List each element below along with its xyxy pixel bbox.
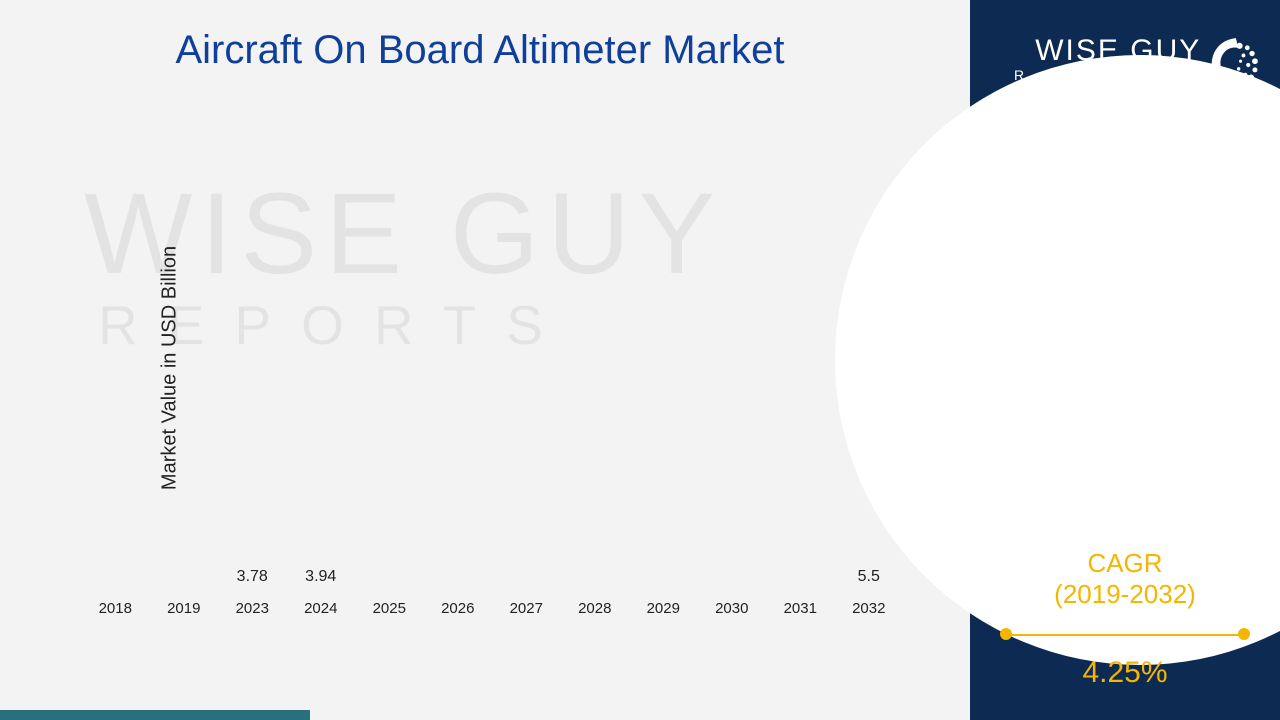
cagr-value: 4.25% (970, 656, 1280, 690)
x-tick-label: 2023 (227, 600, 278, 617)
cagr-divider (1006, 622, 1244, 646)
x-tick-label: 2018 (90, 600, 141, 617)
bar-value-label: 5.5 (858, 568, 880, 586)
cagr-dot-left (1000, 628, 1012, 640)
brand-logo: WISE GUY R E P O R T S (990, 34, 1260, 98)
x-tick-label: 2024 (296, 600, 347, 617)
bar-value-label: 3.94 (305, 568, 336, 586)
bottom-accent-bar (0, 710, 310, 720)
x-tick-label: 2025 (364, 600, 415, 617)
cagr-block: CAGR (2019-2032) 4.25% (970, 548, 1280, 690)
plot-area: 3.78 3.94 5.5 (90, 146, 894, 590)
cagr-label-2: (2019-2032) (970, 579, 1280, 610)
x-tick-label: 2029 (638, 600, 689, 617)
x-tick-label: 2027 (501, 600, 552, 617)
x-tick-label: 2032 (844, 600, 895, 617)
logo-head-icon (1207, 35, 1260, 97)
chart-title: Aircraft On Board Altimeter Market (50, 28, 910, 73)
x-tick-label: 2028 (570, 600, 621, 617)
bar-value-label: 3.78 (237, 568, 268, 586)
chart-canvas: WISE GUY REPORTS WISE GUY R E P O R T S … (0, 0, 1280, 720)
x-tick-label: 2026 (433, 600, 484, 617)
x-tick-label: 2031 (775, 600, 826, 617)
x-axis: 2018 2019 2023 2024 2025 2026 2027 2028 2029 2030… (90, 600, 894, 617)
logo-main-text: WISE GUY (990, 35, 1201, 67)
x-tick-label: 2030 (707, 600, 758, 617)
bars-container: 3.78 3.94 5.5 (90, 146, 894, 590)
cagr-dot-right (1238, 628, 1250, 640)
x-tick-label: 2019 (159, 600, 210, 617)
logo-sub-text: R E P O R T S (990, 68, 1201, 97)
bar-chart: Market Value in USD Billion 3.783.945.5 … (84, 146, 894, 590)
cagr-label-1: CAGR (970, 548, 1280, 579)
